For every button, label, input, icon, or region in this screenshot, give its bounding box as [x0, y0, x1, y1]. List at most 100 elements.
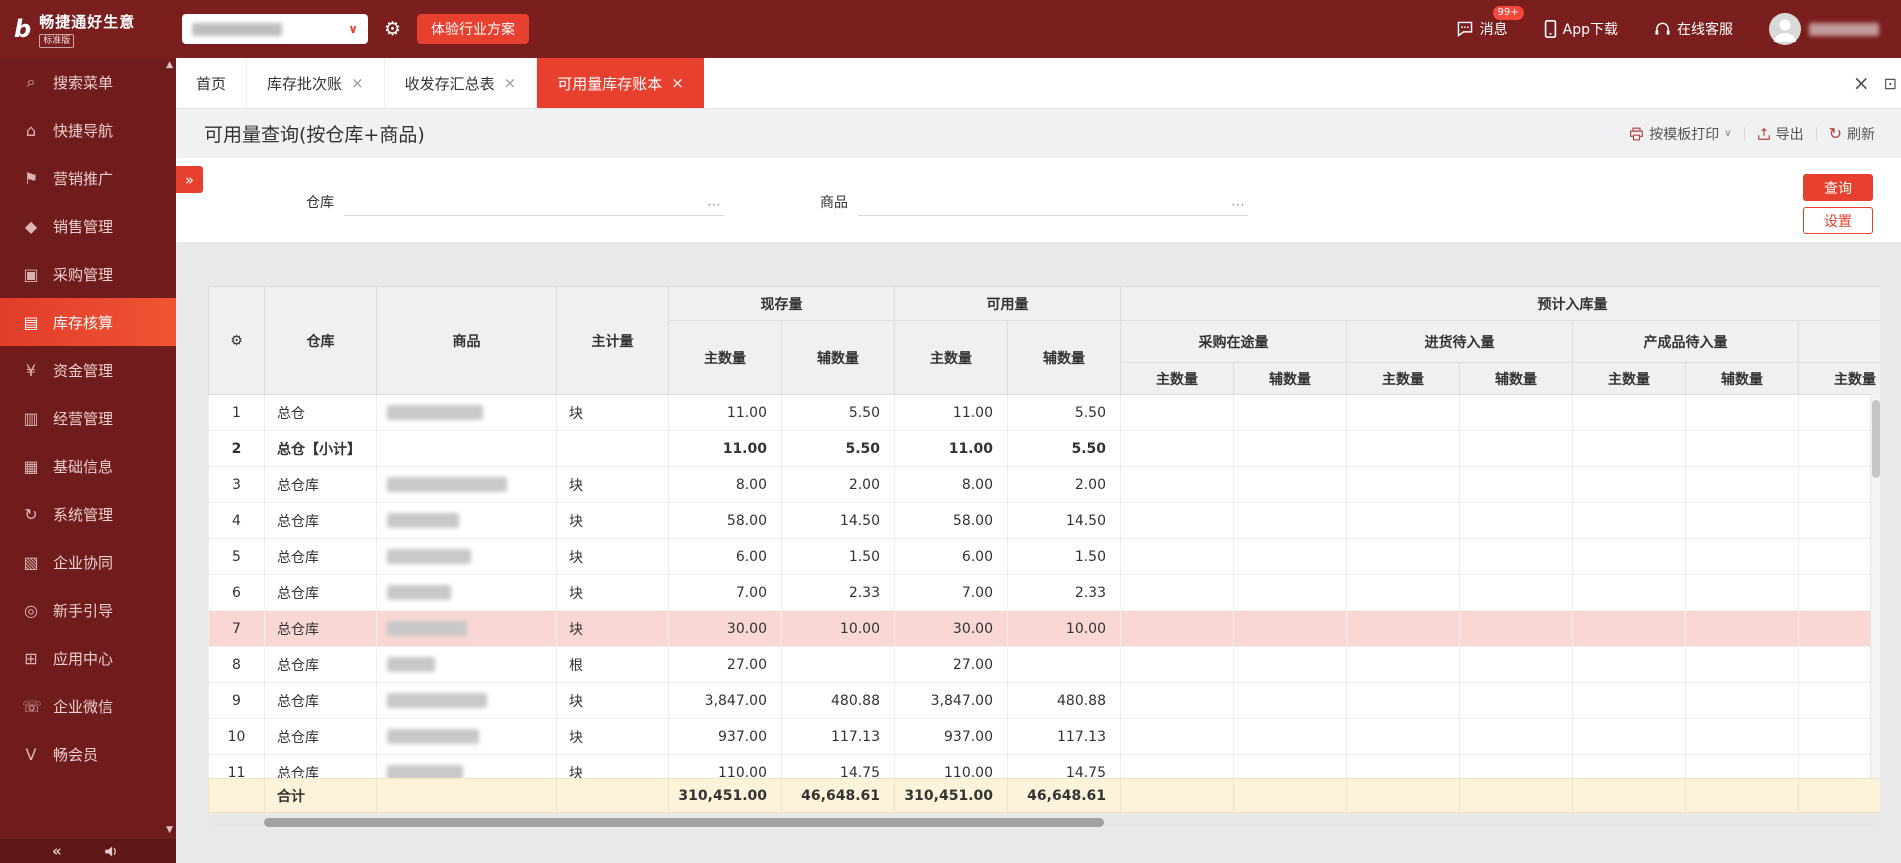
operations-icon: ▥	[23, 408, 39, 428]
sidebar-item-purchase[interactable]: ▣ 采购管理	[0, 250, 176, 298]
sidebar-footer: «	[0, 839, 176, 863]
print-by-template-button[interactable]: 按模板打印 ∨	[1629, 124, 1732, 144]
sidebar-item-search-menu[interactable]: ⌕ 搜索菜单	[0, 58, 176, 106]
product-filter-label: 商品	[820, 195, 848, 211]
app-download-button[interactable]: App下载	[1544, 19, 1618, 39]
qty-cell	[1346, 538, 1460, 575]
sidebar-item-collaboration[interactable]: ▧ 企业协同	[0, 538, 176, 586]
sidebar-item-quick-nav[interactable]: ⌂ 快捷导航	[0, 106, 176, 154]
qty-cell	[1798, 718, 1880, 755]
table-row[interactable]: 8 总仓库根 27.00 27.00	[208, 646, 1880, 683]
product-more-icon[interactable]: ⋯	[1231, 197, 1246, 213]
speaker-icon[interactable]	[104, 845, 119, 858]
expand-filter-button[interactable]: »	[176, 166, 203, 193]
qty-cell	[781, 646, 895, 683]
table-row[interactable]: 11 总仓库块 110.00 14.75 110.00 14.75	[208, 754, 1880, 778]
tab-close-icon[interactable]: ×	[503, 74, 517, 92]
tab-1[interactable]: 库存批次账 ×	[247, 58, 385, 108]
qty-cell	[1798, 394, 1880, 431]
chevron-down-icon: ∨	[348, 22, 358, 36]
table-row[interactable]: 6 总仓库块 7.00 2.33 7.00 2.33	[208, 574, 1880, 611]
qty-cell	[1120, 718, 1234, 755]
query-button[interactable]: 查询	[1803, 174, 1873, 201]
horizontal-scroll-thumb[interactable]	[264, 818, 1104, 827]
sidebar-item-app-center[interactable]: ⊞ 应用中心	[0, 634, 176, 682]
app-center-icon: ⊞	[24, 648, 38, 668]
sidebar-item-marketing[interactable]: ⚑ 营销推广	[0, 154, 176, 202]
settings-gear-icon[interactable]: ⚙	[384, 18, 402, 40]
qty-cell	[1120, 394, 1234, 431]
store-selector-dropdown[interactable]: ∨	[182, 14, 368, 44]
refresh-icon: ↻	[1828, 124, 1842, 143]
table-row[interactable]: 5 总仓库块 6.00 1.50 6.00 1.50	[208, 538, 1880, 575]
qty-cell	[1007, 646, 1121, 683]
funds-icon: ¥	[25, 360, 37, 380]
group-header-available: 可用量	[894, 286, 1121, 321]
messages-button[interactable]: 消息 99+	[1456, 6, 1524, 39]
qty-cell	[1120, 610, 1234, 647]
product-cell	[376, 538, 557, 575]
table-row[interactable]: 3 总仓库块 8.00 2.00 8.00 2.00	[208, 466, 1880, 503]
qty-cell	[1572, 610, 1686, 647]
user-menu[interactable]	[1769, 13, 1879, 45]
redacted-product-name	[387, 585, 451, 600]
qty-cell	[1459, 754, 1573, 778]
collaboration-icon: ▧	[23, 552, 39, 572]
qty-cell: 8.00	[894, 466, 1008, 503]
vertical-scroll-thumb[interactable]	[1872, 400, 1880, 478]
sidebar-item-funds[interactable]: ¥ 资金管理	[0, 346, 176, 394]
table-row[interactable]: 10 总仓库块 937.00 117.13 937.00 117.13	[208, 718, 1880, 755]
qty-cell	[1233, 466, 1347, 503]
group-header-purchase-transit: 采购在途量	[1120, 320, 1347, 363]
table-row[interactable]: 4 总仓库块 58.00 14.50 58.00 14.50	[208, 502, 1880, 539]
refresh-button[interactable]: ↻ 刷新	[1828, 124, 1875, 143]
qty-cell	[1798, 610, 1880, 647]
qty-cell	[1459, 538, 1573, 575]
sidebar-item-beginner-guide[interactable]: ◎ 新手引导	[0, 586, 176, 634]
qty-cell: 2.33	[1007, 574, 1121, 611]
table-row[interactable]: 2 总仓【小计】 11.00 5.50 11.00 5.50	[208, 430, 1880, 467]
tab-close-icon[interactable]: ×	[671, 74, 684, 92]
export-button[interactable]: 导出	[1757, 124, 1804, 144]
tab-menu-icon[interactable]: ⊡	[1883, 73, 1897, 93]
tab-0[interactable]: 首页	[176, 58, 248, 108]
table-vertical-scrollbar[interactable]	[1870, 394, 1880, 778]
online-support-button[interactable]: 在线客服	[1654, 19, 1733, 39]
warehouse-input[interactable]: ⋯	[344, 190, 724, 216]
system-icon: ↻	[24, 504, 38, 524]
qty-cell	[1346, 574, 1460, 611]
sidebar-scroll-down-icon[interactable]: ▼	[166, 825, 173, 835]
table-horizontal-scrollbar[interactable]	[208, 818, 1880, 827]
qty-cell	[1346, 754, 1460, 778]
sidebar-item-basic-info[interactable]: ▦ 基础信息	[0, 442, 176, 490]
sidebar-item-system[interactable]: ↻ 系统管理	[0, 490, 176, 538]
table-row[interactable]: 7 总仓库块 30.00 10.00 30.00 10.00	[208, 610, 1880, 647]
qty-cell: 937.00	[668, 718, 782, 755]
row-number: 9	[208, 682, 265, 719]
sidebar-item-wechat-work[interactable]: ☏ 企业微信	[0, 682, 176, 730]
table-row[interactable]: 1 总仓块 11.00 5.50 11.00 5.50	[208, 394, 1880, 431]
sidebar-scroll-up-icon[interactable]: ▲	[166, 60, 173, 70]
inventory-accounting-icon: ▤	[23, 312, 39, 332]
product-input[interactable]: ⋯	[858, 190, 1248, 216]
collapse-sidebar-icon[interactable]: «	[52, 841, 62, 860]
main-content: 首页 库存批次账 × 收发存汇总表 × 可用量库存账本 × × ⊡ 可用量查询(按仓库+商品…	[176, 58, 1901, 863]
sidebar-item-inventory-accounting[interactable]: ▤ 库存核算	[0, 298, 176, 346]
sidebar-item-label: 新手引导	[53, 601, 114, 620]
column-settings-button[interactable]: ⚙	[208, 286, 265, 395]
sidebar-item-operations[interactable]: ▥ 经营管理	[0, 394, 176, 442]
tab-2[interactable]: 收发存汇总表 ×	[385, 58, 538, 108]
table-row[interactable]: 9 总仓库块 3,847.00 480.88 3,847.00 480.88	[208, 682, 1880, 719]
settings-button[interactable]: 设置	[1803, 207, 1873, 234]
trial-solution-button[interactable]: 体验行业方案	[417, 14, 530, 44]
warehouse-more-icon[interactable]: ⋯	[707, 197, 722, 213]
close-tab-icon[interactable]: ×	[1852, 71, 1870, 95]
qty-cell	[1459, 682, 1573, 719]
sidebar-item-label: 营销推广	[53, 169, 114, 188]
sidebar-item-sales[interactable]: ◆ 销售管理	[0, 202, 176, 250]
tab-3[interactable]: 可用量库存账本 ×	[537, 58, 704, 108]
sidebar-item-member[interactable]: Ⅴ 畅会员	[0, 730, 176, 778]
tab-close-icon[interactable]: ×	[351, 74, 364, 92]
qty-cell	[1120, 466, 1234, 503]
qty-cell	[1233, 718, 1347, 755]
